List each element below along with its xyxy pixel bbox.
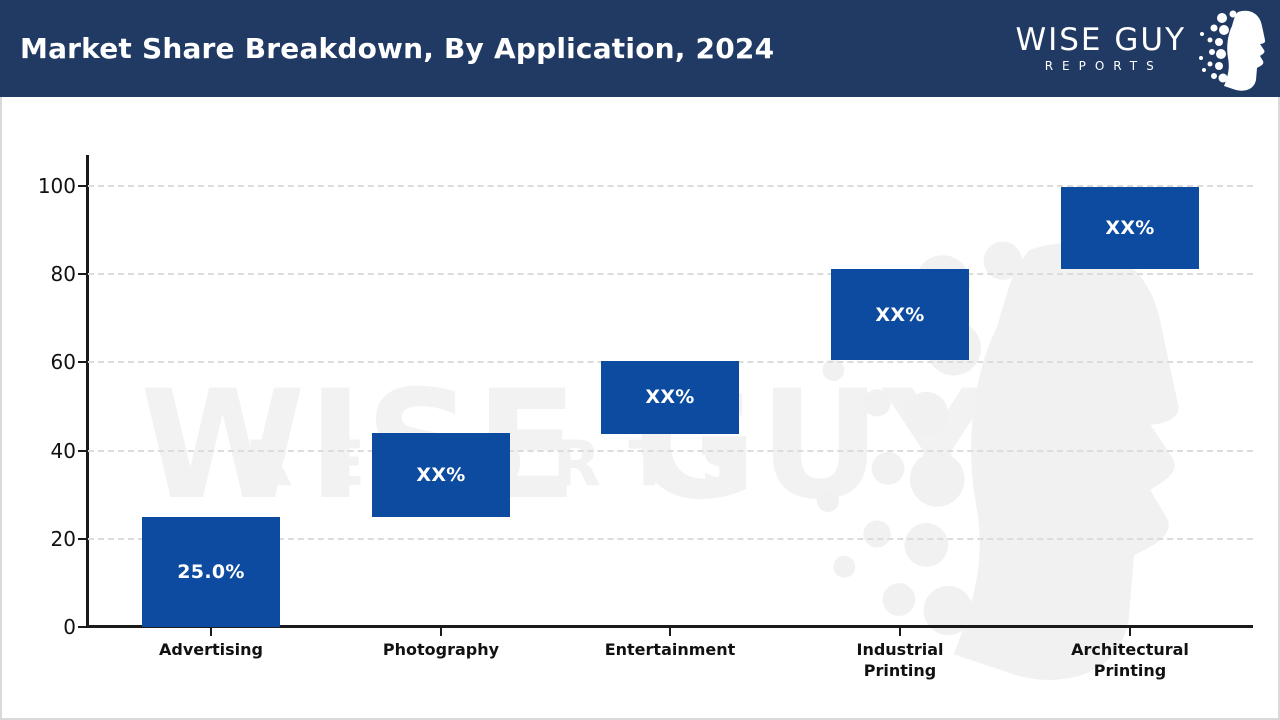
y-tick-60 [78,361,87,364]
y-axis-spine [86,155,89,627]
y-tick-label-60: 60 [50,350,76,375]
x-category-label: Advertising [159,640,263,659]
x-tick-3 [899,628,901,636]
page-title: Market Share Breakdown, By Application, … [20,32,775,65]
x-tick-1 [440,628,442,636]
bar-entertainment[interactable]: XX% [601,361,739,434]
x-category-label: Entertainment [604,640,736,659]
logo-text: WISE GUY REPORTS [1015,24,1186,73]
header-banner: Market Share Breakdown, By Application, … [0,0,1280,97]
x-axis-spine [86,625,1253,628]
bar-value-label: XX% [1105,216,1155,239]
logo-wordmark: WISE GUY [1015,22,1186,59]
y-tick-40 [78,449,87,452]
y-tick-0 [78,626,87,628]
bar-value-label: XX% [875,303,925,326]
y-tick-label-20: 20 [50,526,76,551]
watermark-wordmark: WISE GUY [140,359,994,533]
gridline-20 [88,537,1253,540]
bar-value-label: 25.0% [177,560,245,583]
watermark-face-icon [816,241,1179,680]
gridline-80 [88,273,1253,276]
bar-value-label: XX% [645,386,695,409]
x-tick-0 [210,628,212,636]
bar-photography[interactable]: XX% [372,432,510,517]
y-tick-label-80: 80 [50,262,76,287]
x-category-label: Photography [382,640,500,659]
bar-industrial-printing[interactable]: XX% [831,268,969,361]
x-category-label: Industrial Printing [856,640,944,681]
chart-area: WISE GUY REPORTS 0 20 40 60 80 100 25.0% XX% XX%… [0,97,1280,717]
wise-guy-logo: WISE GUY REPORTS [1015,6,1280,92]
bar-value-label: XX% [416,463,466,486]
gridline-100 [88,185,1253,187]
y-tick-label-100: 100 [37,174,76,198]
x-tick-4 [1129,628,1131,636]
logo-face-icon [1199,10,1266,91]
y-tick-20 [78,537,87,540]
y-tick-80 [78,273,87,276]
y-tick-label-0: 0 [63,615,76,639]
bar-architectural-printing[interactable]: XX% [1061,186,1199,269]
bar-advertising[interactable]: 25.0% [142,516,280,627]
y-tick-100 [78,185,87,187]
gridline-40 [88,449,1253,452]
logo-subtitle: REPORTS [1044,58,1163,73]
x-tick-2 [669,628,671,636]
y-tick-label-40: 40 [50,438,76,463]
x-category-label: Architectural Printing [1071,640,1189,681]
